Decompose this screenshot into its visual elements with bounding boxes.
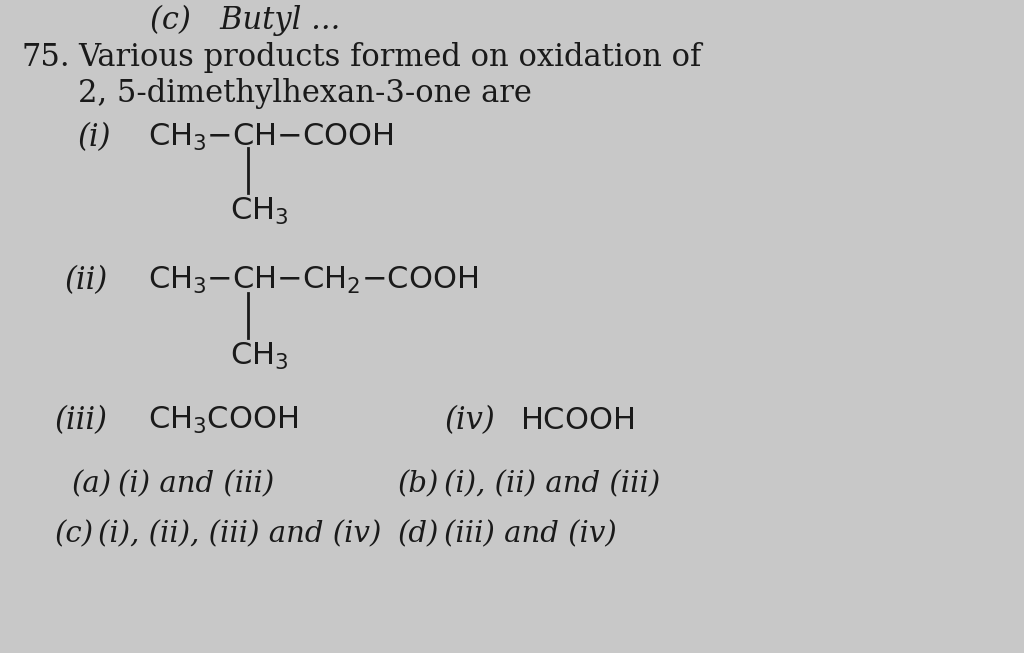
Text: (iii): (iii) <box>55 405 108 436</box>
Text: (a): (a) <box>72 470 112 498</box>
Text: $\mathrm{CH_3}$: $\mathrm{CH_3}$ <box>230 341 289 372</box>
Text: (i), (ii), (iii) and (iv): (i), (ii), (iii) and (iv) <box>98 520 381 548</box>
Text: 75.: 75. <box>22 42 71 73</box>
Text: $\mathrm{CH_3}$: $\mathrm{CH_3}$ <box>230 196 289 227</box>
Text: $\mathrm{CH_3{-}CH{-}COOH}$: $\mathrm{CH_3{-}CH{-}COOH}$ <box>148 122 393 153</box>
Text: (d): (d) <box>398 520 439 548</box>
Text: $\mathrm{CH_3{-}CH{-}CH_2{-}COOH}$: $\mathrm{CH_3{-}CH{-}CH_2{-}COOH}$ <box>148 265 478 296</box>
Text: 2, 5-dimethylhexan-3-one are: 2, 5-dimethylhexan-3-one are <box>78 78 531 109</box>
Text: (i) and (iii): (i) and (iii) <box>118 470 274 498</box>
Text: (c)   Butyl ...: (c) Butyl ... <box>150 5 340 36</box>
Text: Various products formed on oxidation of: Various products formed on oxidation of <box>78 42 701 73</box>
Text: (i), (ii) and (iii): (i), (ii) and (iii) <box>444 470 660 498</box>
Text: (iv): (iv) <box>445 405 496 436</box>
Text: (ii): (ii) <box>65 265 109 296</box>
Text: (i): (i) <box>78 122 112 153</box>
Text: $\mathrm{CH_3COOH}$: $\mathrm{CH_3COOH}$ <box>148 405 298 436</box>
Text: (iii) and (iv): (iii) and (iv) <box>444 520 616 548</box>
Text: $\mathrm{HCOOH}$: $\mathrm{HCOOH}$ <box>520 405 634 436</box>
Text: (b): (b) <box>398 470 439 498</box>
Text: (c): (c) <box>55 520 94 548</box>
